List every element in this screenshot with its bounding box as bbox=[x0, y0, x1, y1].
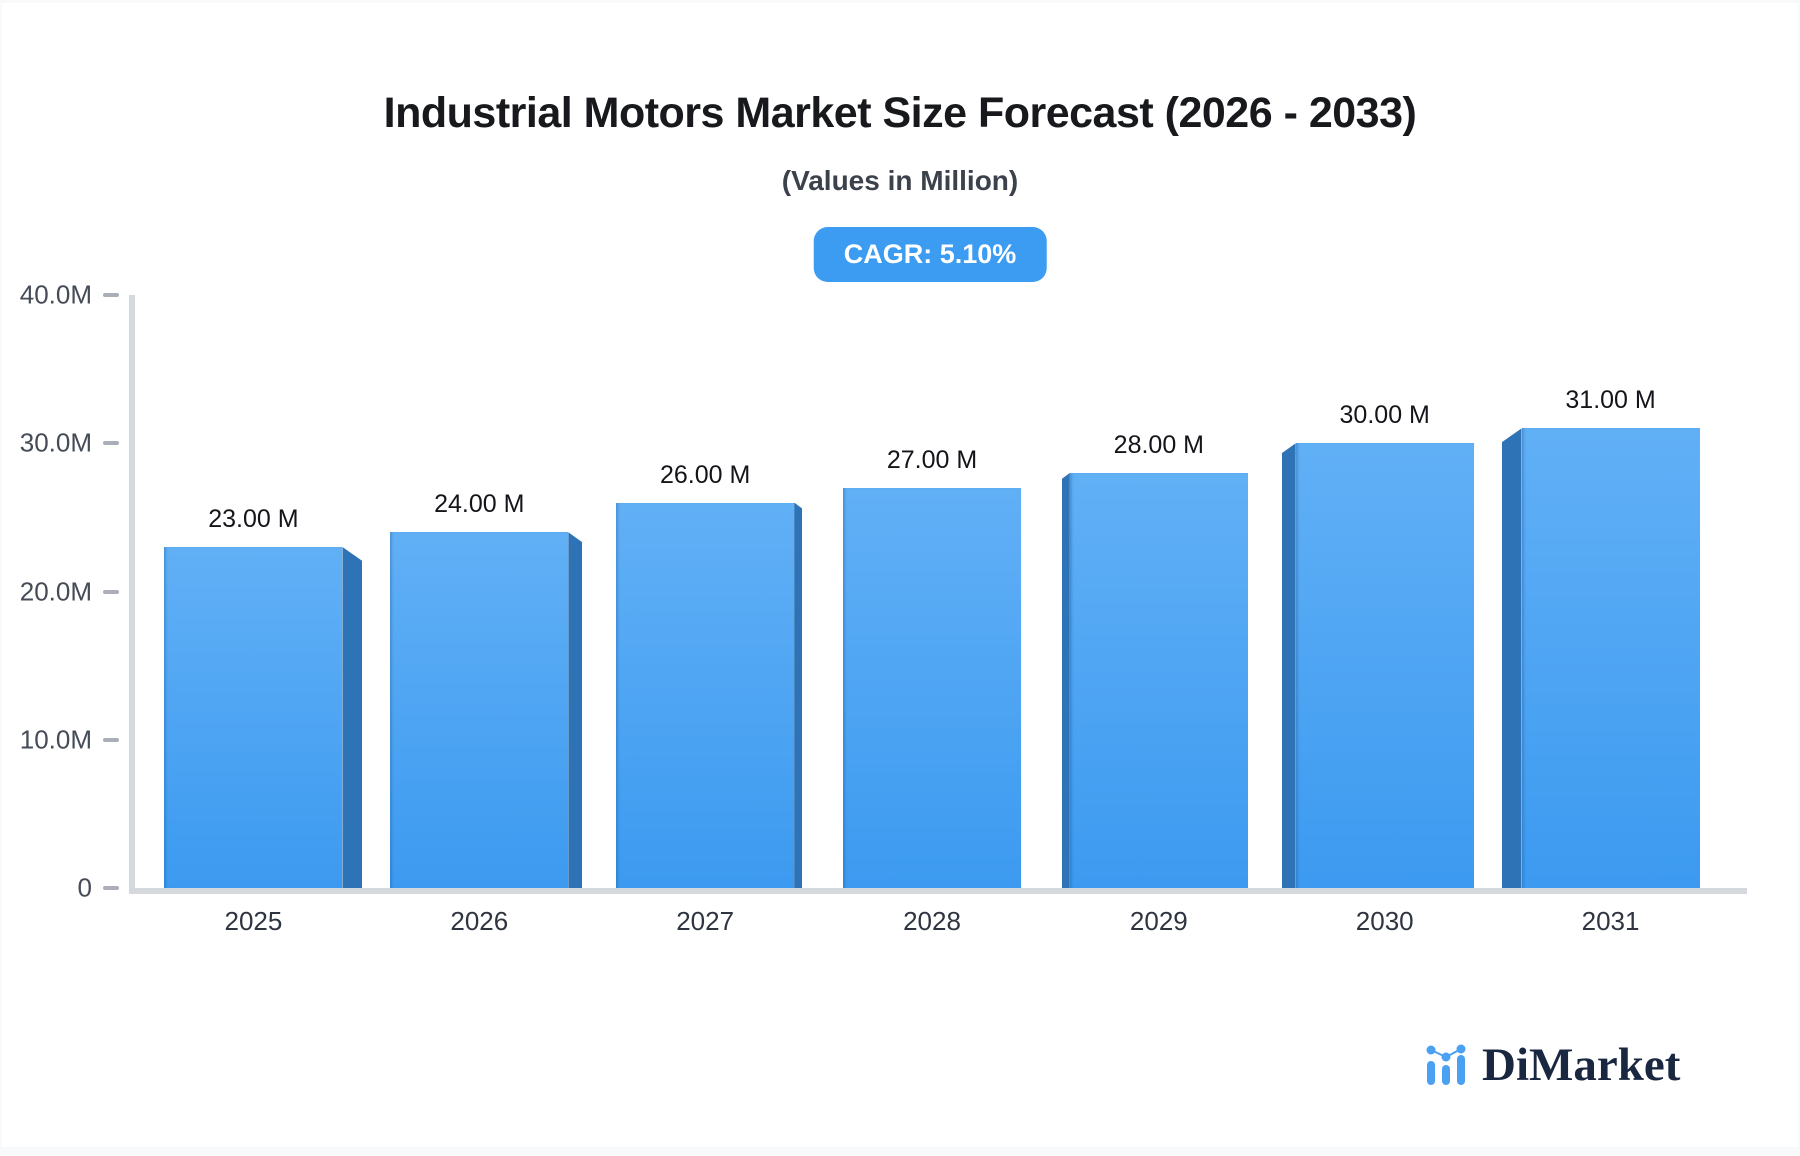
bar-side-2025 bbox=[342, 547, 363, 888]
bar-value-label: 27.00 M bbox=[886, 445, 978, 474]
bar-side-2029 bbox=[1061, 472, 1070, 888]
cagr-badge: CAGR: 5.10% bbox=[813, 227, 1047, 282]
bar-value-label: 28.00 M bbox=[1113, 430, 1205, 459]
x-axis-label: 2028 bbox=[903, 906, 961, 936]
dimarket-logo-text: DiMarket bbox=[1482, 1039, 1681, 1091]
x-axis-label: 2029 bbox=[1129, 906, 1188, 936]
bar-value-label: 31.00 M bbox=[1565, 386, 1656, 415]
y-tick-mark bbox=[103, 737, 119, 742]
chart-title: Industrial Motors Market Size Forecast (… bbox=[383, 89, 1417, 137]
y-tick-mark bbox=[103, 886, 119, 890]
y-tick-mark bbox=[103, 441, 119, 446]
bar-2028 bbox=[843, 487, 1021, 888]
y-tick-label: 10.0M bbox=[19, 724, 92, 755]
bar-2029 bbox=[1069, 472, 1248, 888]
y-tick-mark bbox=[103, 293, 119, 297]
x-axis-line bbox=[129, 888, 1747, 894]
bar-chart-trend-icon bbox=[1426, 1044, 1466, 1085]
bar-2031 bbox=[1521, 428, 1700, 888]
bar-value-label: 23.00 M bbox=[208, 505, 299, 534]
bar-side-2030 bbox=[1281, 443, 1296, 888]
bar-side-2027 bbox=[794, 502, 803, 888]
bar-2027 bbox=[616, 502, 795, 888]
y-axis-line bbox=[129, 295, 135, 888]
chart-subtitle: (Values in Million) bbox=[781, 165, 1019, 196]
bar-value-label: 30.00 M bbox=[1339, 401, 1430, 430]
y-tick-mark bbox=[103, 589, 119, 594]
bar-2026 bbox=[390, 532, 569, 888]
x-axis-label: 2030 bbox=[1355, 906, 1414, 936]
y-tick-label: 0 bbox=[77, 872, 92, 903]
dimarket-logo[interactable]: DiMarket bbox=[1422, 1039, 1681, 1091]
x-axis-label: 2026 bbox=[450, 906, 509, 936]
x-axis-label: 2031 bbox=[1581, 906, 1640, 936]
bar-2025 bbox=[164, 547, 343, 888]
bar-value-label: 24.00 M bbox=[434, 490, 525, 519]
x-axis-label: 2027 bbox=[676, 906, 735, 936]
y-tick-label: 20.0M bbox=[19, 576, 92, 606]
bar-2030 bbox=[1295, 443, 1474, 888]
bar-chart: 40.0M 30.0M 20.0M 10.0M 0 23.00 M 2025 24.00 M 2… bbox=[2, 3, 1798, 1147]
bar-side-2026 bbox=[568, 532, 583, 888]
x-axis-label: 2025 bbox=[224, 906, 283, 936]
chart-card: Industrial Motors Market Size Forecast (… bbox=[2, 3, 1798, 1147]
bar-value-label: 26.00 M bbox=[659, 460, 751, 489]
chart-canvas: Industrial Motors Market Size Forecast (… bbox=[2, 3, 1798, 1147]
y-tick-label: 40.0M bbox=[19, 279, 92, 310]
bar-side-2031 bbox=[1501, 428, 1522, 888]
y-tick-label: 30.0M bbox=[19, 427, 92, 458]
